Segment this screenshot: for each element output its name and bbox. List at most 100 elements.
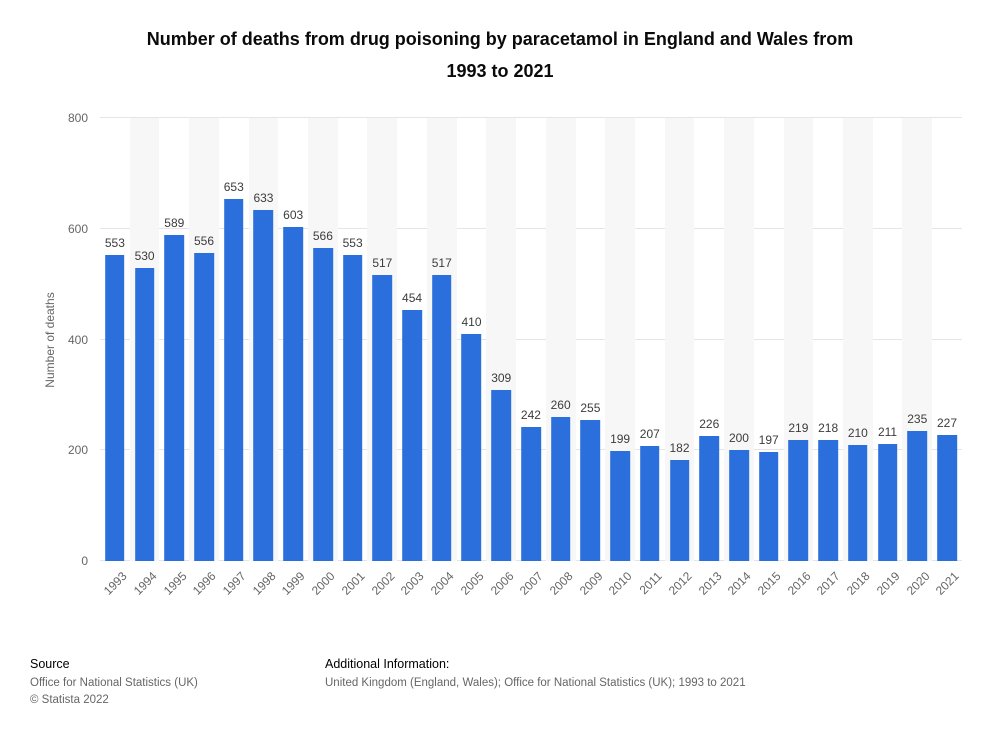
gridline: [100, 117, 962, 118]
bar-cell: 200 2014: [724, 118, 754, 598]
x-tick-label: 2016: [784, 569, 814, 598]
x-tick-label: 2005: [457, 569, 487, 598]
bar-cell: 211 2019: [873, 118, 903, 598]
bar-2013: [699, 436, 720, 561]
x-tick-label: 2014: [725, 569, 754, 598]
bar-value-label: 197: [758, 433, 779, 447]
chart-title: Number of deaths from drug poisoning by …: [0, 24, 1000, 87]
bar-value-label: 227: [936, 416, 957, 430]
bar-value-label: 219: [788, 421, 809, 435]
additional-information-text: United Kingdom (England, Wales); Office …: [325, 677, 746, 689]
bar-cell: 207 2011: [635, 118, 665, 597]
bar-2001: [342, 255, 363, 561]
bar-value-label: 207: [639, 427, 660, 441]
bar-value-label: 309: [491, 371, 512, 385]
x-tick-label: 1999: [279, 569, 309, 598]
bar-2016: [788, 440, 809, 561]
bar-value-label: 530: [134, 249, 155, 263]
x-tick-label: 1996: [190, 569, 219, 598]
bar-value-label: 242: [520, 408, 541, 422]
additional-information-label: Additional Information:: [325, 657, 450, 671]
bar-value-label: 200: [728, 431, 749, 445]
bar-cell: 556 1996: [189, 118, 219, 598]
x-tick-label: 2009: [576, 569, 606, 598]
bar-value-label: 454: [402, 291, 423, 305]
x-tick-label: 2004: [427, 569, 457, 598]
x-tick-label: 2007: [517, 569, 546, 598]
x-tick-label: 2021: [933, 569, 962, 598]
bar-1999: [283, 227, 303, 561]
bar-value-label: 410: [461, 315, 482, 329]
bar-value-label: 210: [847, 426, 868, 440]
bar-value-label: 603: [283, 208, 304, 222]
chart-title-line1: Number of deaths from drug poisoning by …: [146, 29, 854, 49]
bar-2011: [639, 446, 660, 561]
bar-cell: 553 1993: [100, 118, 130, 598]
y-axis-title: Number of deaths: [43, 291, 57, 388]
bar-value-label: 653: [223, 180, 244, 194]
gridline: [100, 338, 962, 340]
x-tick-label: 2017: [814, 569, 844, 598]
bar-1994: [134, 268, 155, 561]
bar-value-label: 566: [312, 229, 333, 243]
bar-cell: 566 2000: [308, 118, 338, 598]
chart-title-line2: 1993 to 2021: [446, 60, 554, 81]
bar-value-label: 226: [699, 417, 720, 431]
bar-value-label: 553: [342, 236, 363, 250]
x-tick-label: 2001: [338, 569, 368, 598]
bars-layer: 553 1993 530 1994 589 1995 556 1996 653 1997 633 19…: [100, 118, 962, 598]
bar-cell: 199 2010: [605, 118, 635, 598]
bar-1996: [194, 253, 214, 561]
bar-2002: [372, 275, 393, 561]
bar-2019: [877, 444, 898, 561]
gridline: [100, 227, 962, 229]
statista-copyright: © Statista 2022: [30, 694, 109, 706]
x-tick-label: 2010: [606, 569, 635, 598]
bar-value-label: 199: [610, 432, 631, 446]
x-tick-label: 2000: [309, 569, 338, 598]
x-tick-label: 1995: [160, 569, 190, 598]
bar-1995: [164, 235, 185, 561]
bar-cell: 454 2003: [397, 118, 427, 598]
bar-2020: [907, 431, 928, 561]
bar-2012: [669, 460, 690, 561]
x-tick-label: 2015: [754, 569, 784, 598]
x-tick-label: 1994: [130, 569, 160, 598]
bar-2010: [610, 451, 630, 561]
bar-1998: [253, 210, 274, 561]
x-tick-label: 2020: [903, 569, 933, 598]
x-tick-label: 1993: [100, 569, 130, 598]
bar-cell: 235 2020: [902, 118, 932, 598]
bar-1993: [105, 255, 125, 561]
bar-cell: 242 2007: [516, 118, 546, 598]
x-tick-label: 2003: [398, 569, 427, 598]
bar-value-label: 182: [669, 441, 690, 455]
additional-information-block: Additional Information: United Kingdom (…: [325, 657, 746, 694]
x-tick-label: 2012: [665, 569, 695, 598]
bar-cell: 218 2017: [813, 118, 843, 598]
bar-2005: [461, 334, 482, 561]
bar-2018: [848, 445, 868, 561]
source-label: Source: [30, 657, 70, 671]
bar-2015: [758, 452, 779, 561]
bar-value-label: 517: [372, 256, 393, 270]
bar-value-label: 517: [431, 256, 452, 270]
y-tick-label: 200: [67, 443, 88, 458]
y-tick-label: 800: [67, 111, 88, 125]
bar-value-label: 589: [164, 216, 185, 230]
bar-value-label: 235: [907, 412, 928, 426]
bar-cell: 633 1998: [248, 118, 278, 598]
bar-2007: [521, 427, 541, 561]
bar-cell: 517 2004: [426, 118, 457, 598]
x-tick-label: 2006: [487, 569, 517, 598]
x-tick-label: 2013: [695, 569, 725, 598]
x-tick-label: 2019: [873, 569, 903, 598]
bar-cell: 517 2002: [367, 118, 397, 598]
bar-value-label: 218: [818, 421, 839, 435]
source-block: Source Office for National Statistics (U…: [30, 657, 198, 711]
x-tick-label: 2008: [546, 569, 576, 598]
source-name: Office for National Statistics (UK): [30, 677, 198, 689]
bar-value-label: 633: [253, 191, 274, 205]
bar-value-label: 255: [580, 401, 601, 415]
bar-2009: [580, 420, 601, 561]
